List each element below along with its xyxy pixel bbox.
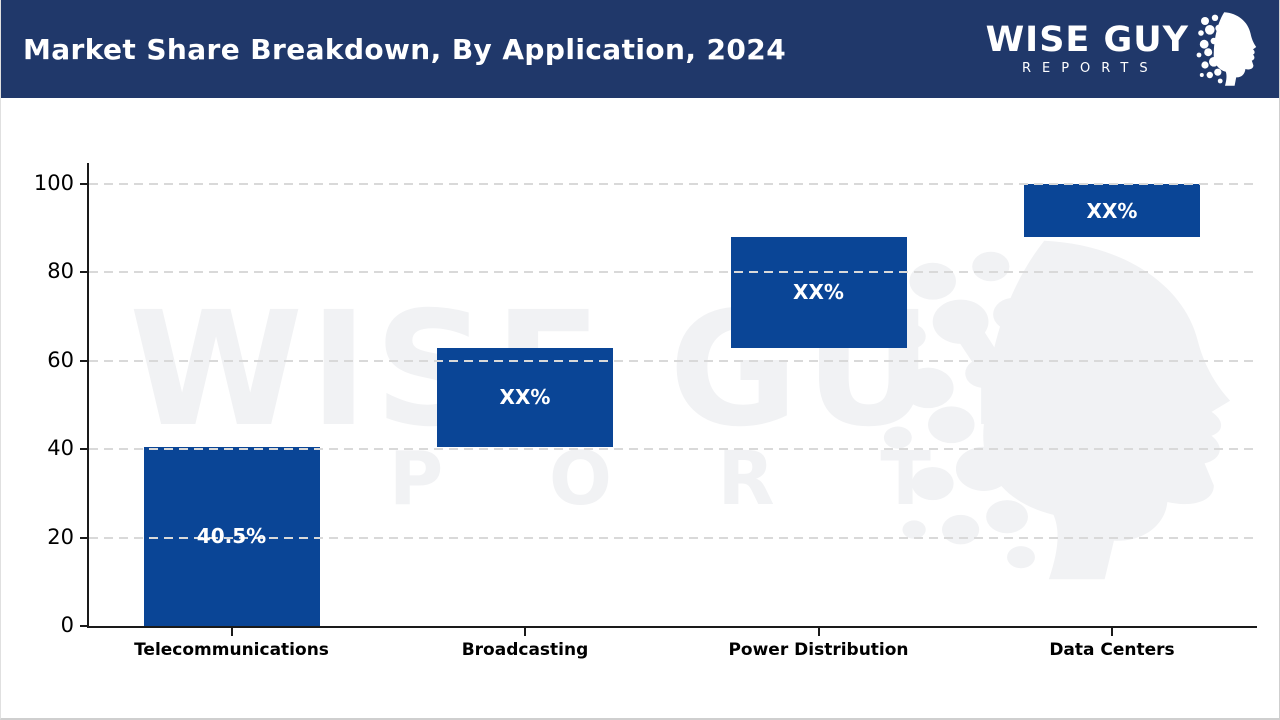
x-tick-mark <box>817 628 820 636</box>
wise-guy-logo: WISE GUY REPORTS <box>986 9 1261 89</box>
y-tick-label: 0 <box>60 613 74 637</box>
y-tick-mark <box>80 625 89 627</box>
gridline-60 <box>89 359 1257 362</box>
x-category-label: Telecommunications <box>134 640 329 660</box>
logo-head-icon <box>1196 12 1257 86</box>
bar-value-label: XX% <box>499 385 551 410</box>
y-tick-mark <box>80 536 89 539</box>
x-category-label: Power Distribution <box>728 640 909 660</box>
x-tick-mark <box>230 628 233 636</box>
bar-value-label: XX% <box>1086 198 1138 223</box>
x-tick-mark <box>524 628 526 636</box>
bar-power-distribution <box>730 237 907 348</box>
y-tick-label: 80 <box>47 259 74 284</box>
y-tick-label: 40 <box>47 436 74 461</box>
x-category-label: Broadcasting <box>461 640 589 660</box>
bar-data-centers <box>1024 184 1200 238</box>
y-tick-mark <box>80 359 89 362</box>
logo-wordmark: WISE GUY <box>985 19 1189 60</box>
logo-text: WISE GUY REPORTS <box>985 19 1189 76</box>
gridline-80 <box>89 271 1257 274</box>
x-category-label: Data Centers <box>1049 640 1175 660</box>
y-tick-mark <box>80 448 89 451</box>
bar-broadcasting <box>437 347 613 447</box>
bar-value-label: 40.5% <box>196 524 267 549</box>
bar-value-label: XX% <box>793 280 844 305</box>
x-tick-mark <box>1111 628 1113 636</box>
y-tick-mark <box>80 271 89 274</box>
x-axis-line <box>87 626 1257 628</box>
y-tick-label: 100 <box>33 171 74 195</box>
logo-subtext: REPORTS <box>1021 60 1159 76</box>
y-tick-label: 20 <box>47 524 74 549</box>
bar-telecommunications <box>143 446 320 626</box>
y-axis-line <box>87 163 89 628</box>
gridline-100 <box>89 183 1257 185</box>
page-title: Market Share Breakdown, By Application, … <box>23 32 787 66</box>
y-tick-mark <box>80 183 89 185</box>
gridline-40 <box>89 448 1257 451</box>
header-bar: Market Share Breakdown, By Application, … <box>1 0 1279 98</box>
y-tick-label: 60 <box>47 347 74 372</box>
gridline-20 <box>89 536 1257 539</box>
